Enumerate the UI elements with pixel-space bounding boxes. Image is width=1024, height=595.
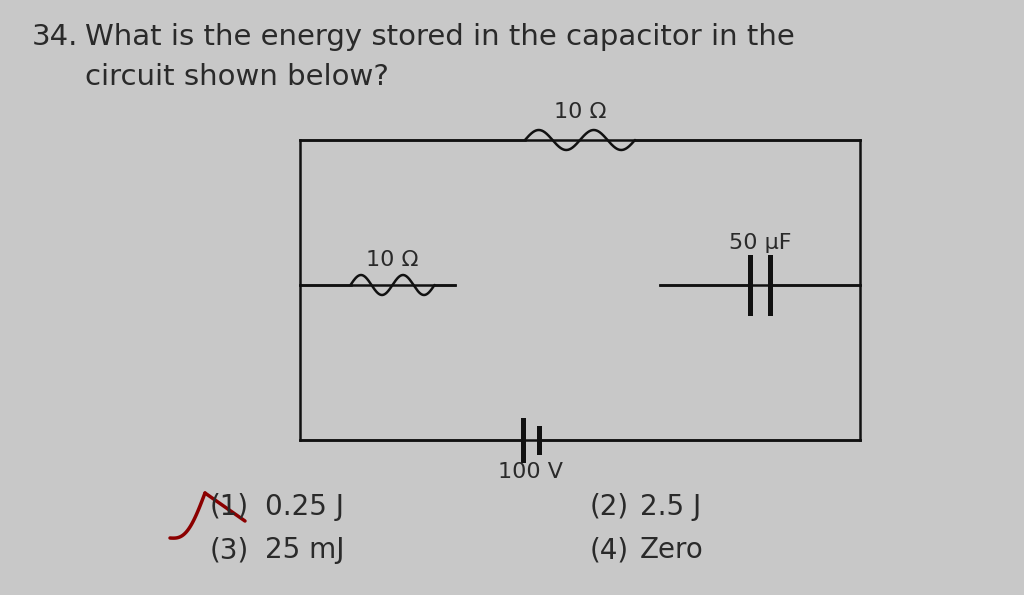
Text: (1): (1)	[210, 493, 249, 521]
Text: (3): (3)	[210, 536, 249, 564]
Text: (4): (4)	[590, 536, 629, 564]
Text: 10 Ω: 10 Ω	[554, 102, 606, 122]
Text: 34.: 34.	[32, 23, 79, 51]
Text: 25 mJ: 25 mJ	[265, 536, 344, 564]
Text: Zero: Zero	[640, 536, 703, 564]
Text: 100 V: 100 V	[498, 462, 562, 482]
Text: 2.5 J: 2.5 J	[640, 493, 701, 521]
Text: circuit shown below?: circuit shown below?	[85, 63, 389, 91]
Text: 10 Ω: 10 Ω	[367, 250, 419, 270]
Text: (2): (2)	[590, 493, 629, 521]
Text: What is the energy stored in the capacitor in the: What is the energy stored in the capacit…	[85, 23, 795, 51]
Text: 0.25 J: 0.25 J	[265, 493, 344, 521]
Text: 50 μF: 50 μF	[729, 233, 792, 253]
